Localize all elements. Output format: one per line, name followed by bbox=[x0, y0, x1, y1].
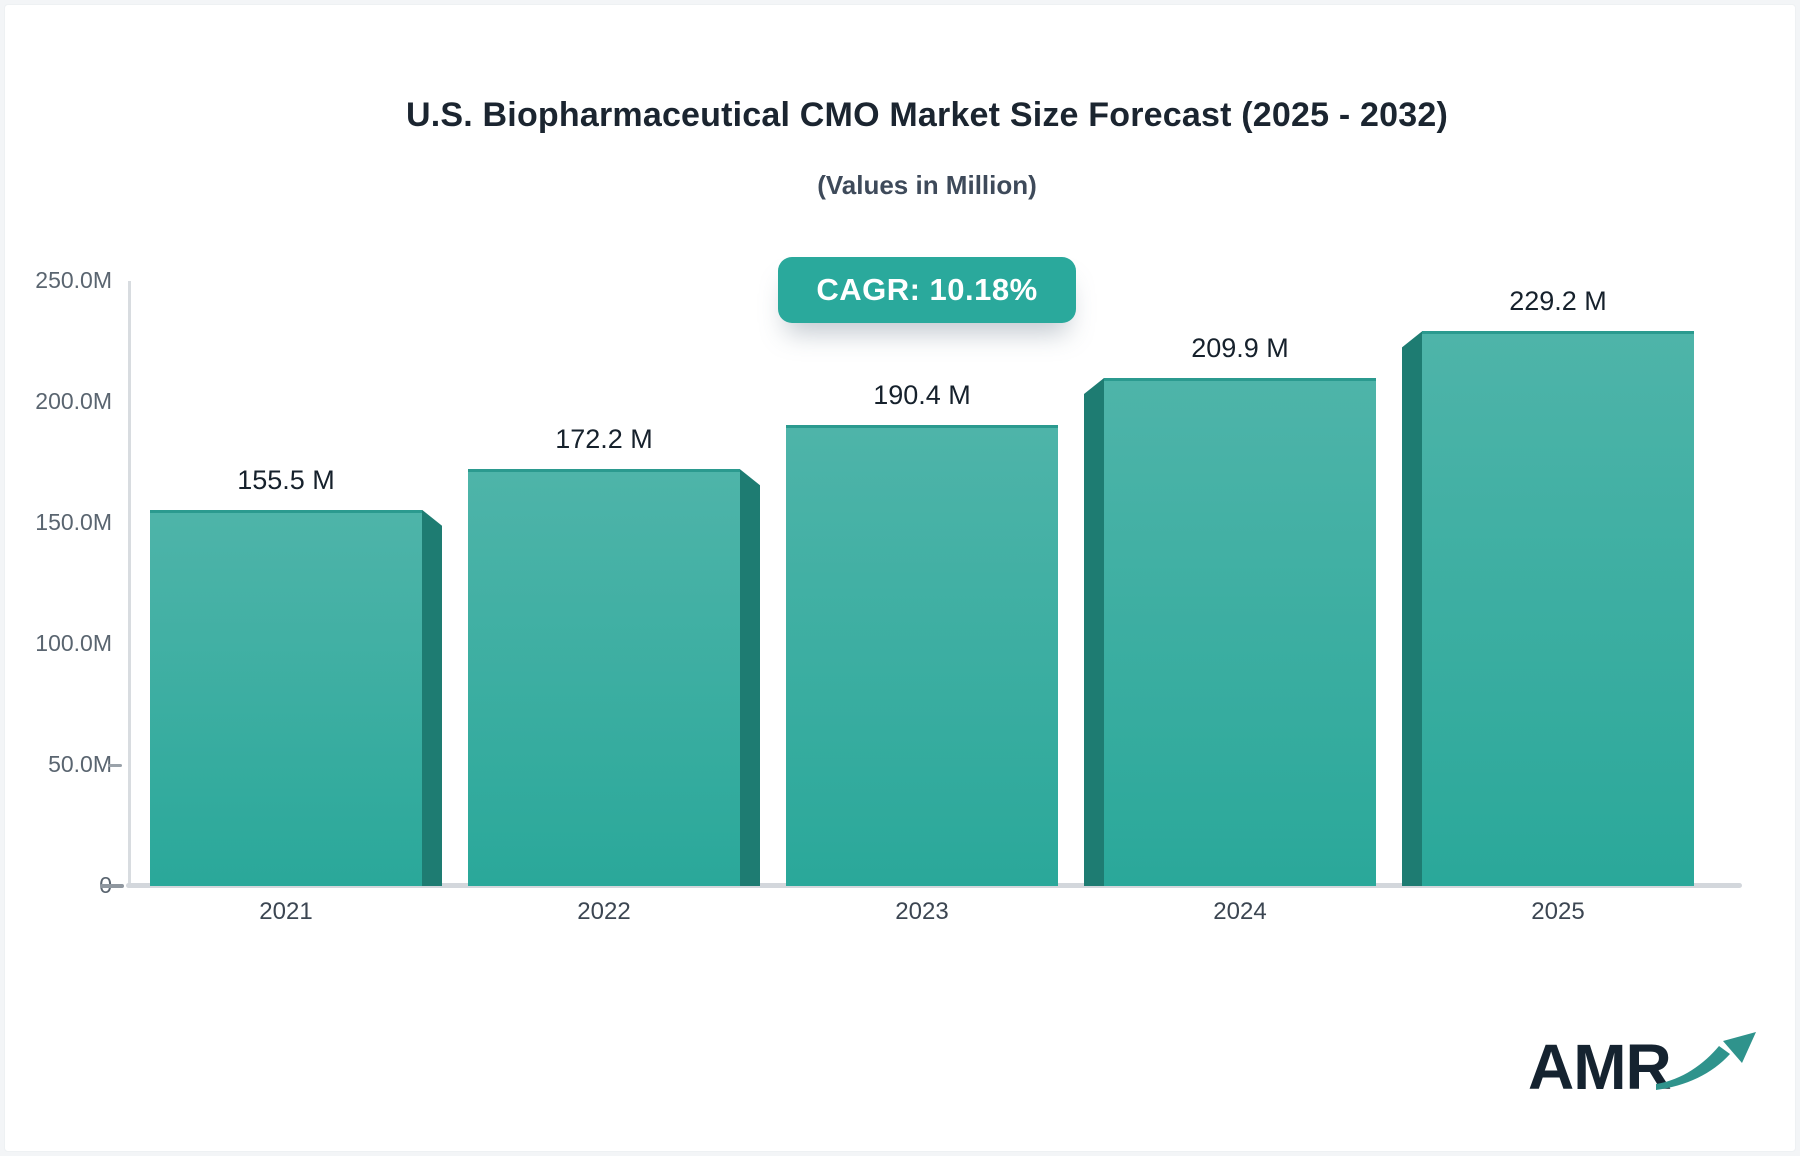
bar-3d-side bbox=[740, 469, 760, 886]
bar bbox=[1422, 331, 1694, 886]
x-tick-label: 2021 bbox=[259, 898, 313, 925]
bar-3d-side bbox=[1402, 331, 1422, 886]
bar-value-label: 229.2 M bbox=[1509, 286, 1607, 317]
bar-3d-side bbox=[422, 509, 442, 886]
bar-value-label: 172.2 M bbox=[555, 424, 653, 455]
y-tick-label: 100.0M bbox=[35, 630, 112, 656]
cagr-badge: CAGR: 10.18% bbox=[778, 257, 1076, 323]
cagr-badge-row: CAGR: 10.18% bbox=[94, 257, 1760, 323]
chart-subtitle: (Values in Million) bbox=[817, 170, 1037, 200]
x-tick-label: 2024 bbox=[1213, 898, 1267, 925]
bar bbox=[150, 509, 422, 886]
bar-value-label: 209.9 M bbox=[1191, 333, 1289, 364]
y-tick-label: 150.0M bbox=[35, 509, 112, 535]
bar-value-label: 190.4 M bbox=[873, 380, 971, 411]
amr-logo: AMR bbox=[1528, 1030, 1763, 1104]
y-tick-mark bbox=[108, 763, 122, 767]
y-tick-label: 50.0M bbox=[48, 751, 112, 777]
amr-logo-text: AMR bbox=[1528, 1031, 1672, 1103]
growth-arrow-icon bbox=[1655, 1032, 1756, 1090]
chart-title: U.S. Biopharmaceutical CMO Market Size F… bbox=[405, 96, 1449, 134]
bar-value-label: 155.5 M bbox=[237, 464, 335, 495]
bar bbox=[786, 425, 1058, 886]
bar-3d-side bbox=[1084, 378, 1104, 886]
y-tick-label: 0 bbox=[0, 872, 112, 899]
x-tick-label: 2025 bbox=[1531, 898, 1585, 925]
y-tick-label: 200.0M bbox=[35, 388, 112, 414]
x-tick-label: 2022 bbox=[577, 898, 631, 925]
x-tick-label: 2023 bbox=[895, 898, 949, 925]
bar bbox=[468, 469, 740, 886]
y-tick-label: 250.0M bbox=[35, 267, 112, 293]
y-tick-mark bbox=[100, 884, 124, 888]
bar bbox=[1104, 378, 1376, 886]
y-axis-line bbox=[128, 281, 131, 887]
